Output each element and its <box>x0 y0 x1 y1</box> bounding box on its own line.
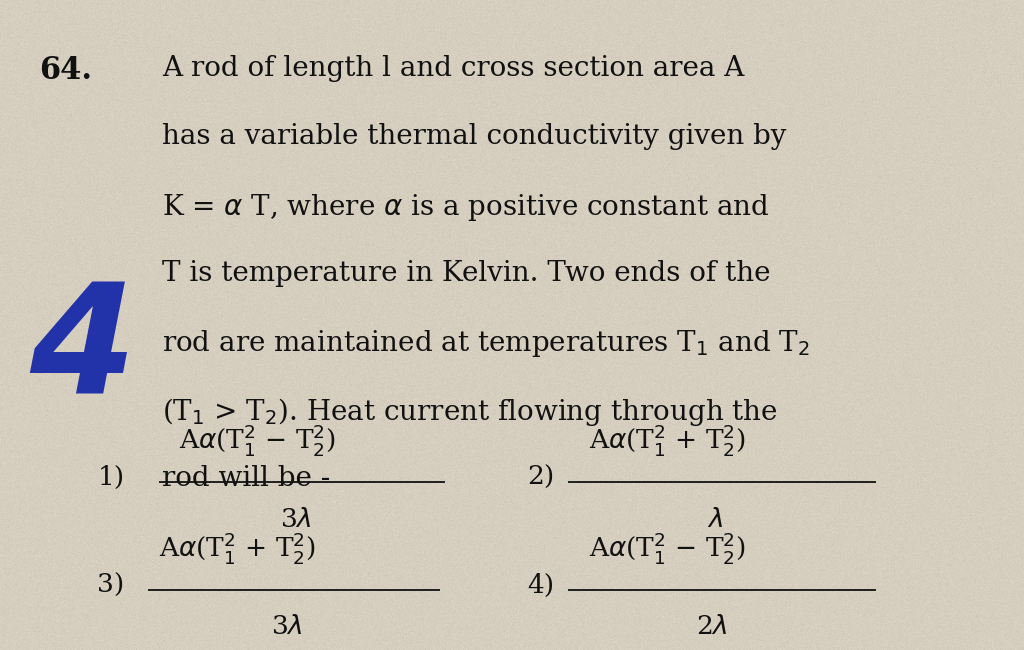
Text: 64.: 64. <box>39 55 92 86</box>
Text: 3$\lambda$: 3$\lambda$ <box>271 614 303 639</box>
Text: 3$\lambda$: 3$\lambda$ <box>280 507 311 532</box>
Text: $\lambda$: $\lambda$ <box>707 507 723 532</box>
Text: T is temperature in Kelvin. Two ends of the: T is temperature in Kelvin. Two ends of … <box>162 260 770 287</box>
Text: 2): 2) <box>527 465 555 490</box>
Text: A rod of length l and cross section area A: A rod of length l and cross section area… <box>162 55 744 83</box>
Text: 4: 4 <box>29 276 135 426</box>
Text: A$\alpha$(T$_1^2$ $+$ T$_2^2$): A$\alpha$(T$_1^2$ $+$ T$_2^2$) <box>589 422 745 458</box>
Text: (T$_1$ > T$_2$). Heat current flowing through the: (T$_1$ > T$_2$). Heat current flowing th… <box>162 396 777 428</box>
Text: A$\alpha$(T$_1^2$ $+$ T$_2^2$): A$\alpha$(T$_1^2$ $+$ T$_2^2$) <box>159 530 315 566</box>
Text: K = $\alpha$ T, where $\alpha$ is a positive constant and: K = $\alpha$ T, where $\alpha$ is a posi… <box>162 192 769 223</box>
Text: 4): 4) <box>527 573 554 597</box>
Text: has a variable thermal conductivity given by: has a variable thermal conductivity give… <box>162 124 786 151</box>
Text: rod are maintained at temperatures T$_1$ and T$_2$: rod are maintained at temperatures T$_1$… <box>162 328 810 359</box>
Text: 3): 3) <box>97 573 125 597</box>
Text: A$\alpha$(T$_1^2$ $-$ T$_2^2$): A$\alpha$(T$_1^2$ $-$ T$_2^2$) <box>589 530 745 566</box>
Text: A$\alpha$(T$_1^2$ $-$ T$_2^2$): A$\alpha$(T$_1^2$ $-$ T$_2^2$) <box>179 422 336 458</box>
Text: 2$\lambda$: 2$\lambda$ <box>696 614 728 639</box>
Text: rod will be -: rod will be - <box>162 465 330 492</box>
Text: 1): 1) <box>97 465 124 490</box>
